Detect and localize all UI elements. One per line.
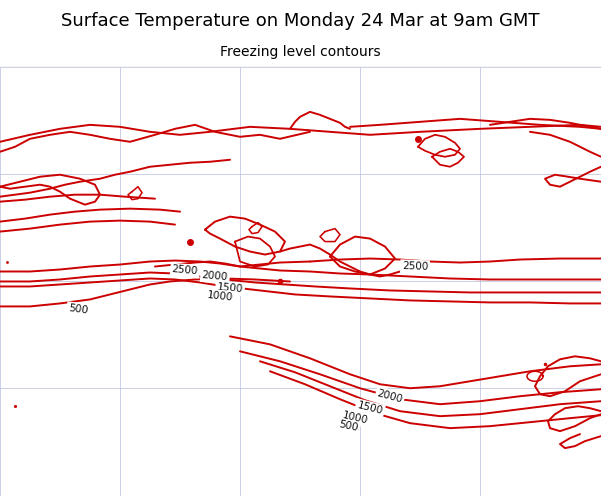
- Text: 1000: 1000: [207, 290, 234, 303]
- Text: 2000: 2000: [376, 388, 404, 404]
- Text: 2000: 2000: [201, 270, 228, 283]
- Text: 1500: 1500: [216, 282, 243, 295]
- Text: 2500: 2500: [401, 261, 429, 272]
- Text: 2500: 2500: [171, 264, 198, 277]
- Text: Freezing level contours: Freezing level contours: [220, 45, 381, 59]
- Text: Surface Temperature on Monday 24 Mar at 9am GMT: Surface Temperature on Monday 24 Mar at …: [61, 12, 540, 30]
- Text: 500: 500: [337, 419, 359, 433]
- Text: 500: 500: [67, 303, 88, 316]
- Text: 1500: 1500: [356, 400, 384, 416]
- Text: 1000: 1000: [341, 410, 369, 426]
